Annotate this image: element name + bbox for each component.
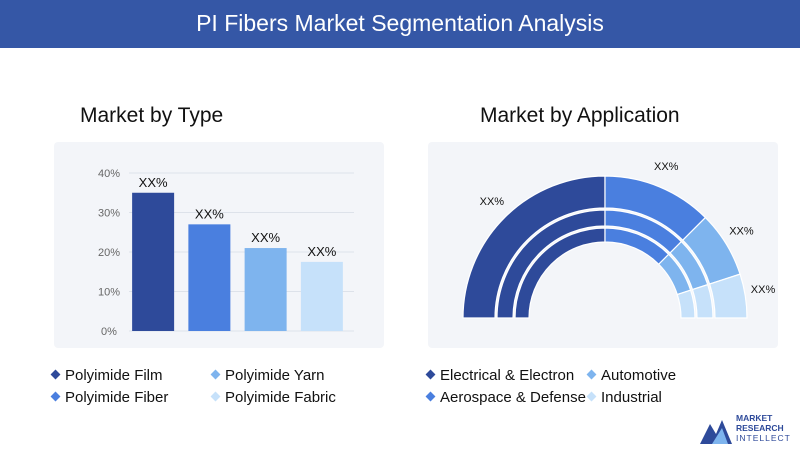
bar [300, 261, 343, 331]
legend-label: Polyimide Yarn [225, 367, 325, 384]
y-tick-label: 0% [101, 326, 117, 338]
logo-mark-icon: MARKET RESEARCH INTELLECT [700, 413, 791, 444]
segment-data-label: XX% [751, 284, 776, 296]
segment-data-label: XX% [480, 196, 505, 208]
legend-item-type-1: Polyimide Yarn [210, 367, 325, 384]
legend-marker [586, 391, 597, 402]
y-tick-label: 30% [98, 208, 120, 220]
legend-label: Polyimide Fiber [65, 389, 169, 406]
half-donut-chart: XX% XX% XX% XX% [462, 161, 776, 319]
bar-chart: 0% 10% 20% 30% 40% XX% XX% XX% XX% [98, 168, 354, 338]
legend-item-app-2: Aerospace & Defense [425, 389, 586, 406]
legend-label: Electrical & Electron [440, 367, 575, 384]
bar-data-label: XX% [307, 244, 336, 259]
legend-marker [50, 369, 61, 380]
donut-segment [691, 283, 714, 319]
bar-data-label: XX% [251, 230, 280, 245]
application-chart-title: Market by Application [480, 104, 680, 127]
logo-text-1: MARKET [736, 413, 773, 423]
legend-marker [210, 391, 221, 402]
page-title: PI Fibers Market Segmentation Analysis [196, 10, 604, 36]
y-tick-label: 10% [98, 287, 120, 299]
y-tick-label: 40% [98, 168, 120, 180]
legend-marker [210, 369, 221, 380]
legend-marker [425, 391, 436, 402]
legend-label: Polyimide Fabric [225, 389, 336, 406]
legend-label: Aerospace & Defense [440, 389, 586, 406]
legend-marker [50, 391, 61, 402]
logo-text-3: INTELLECT [736, 433, 791, 443]
legend-item-type-0: Polyimide Film [50, 367, 163, 384]
logo-text-2: RESEARCH [736, 423, 784, 433]
donut-segment [708, 273, 748, 319]
legend-item-type-2: Polyimide Fiber [50, 389, 169, 406]
legend-item-app-0: Electrical & Electron [425, 367, 575, 384]
legend-label: Industrial [601, 389, 662, 406]
bar-data-label: XX% [195, 206, 224, 221]
bar [244, 248, 287, 331]
legend-label: Automotive [601, 367, 677, 384]
segment-data-label: XX% [654, 161, 679, 173]
bar [132, 192, 175, 331]
company-logo: MARKET RESEARCH INTELLECT [698, 410, 798, 446]
application-chart-panel: XX% XX% XX% XX% [428, 142, 778, 348]
type-chart-title: Market by Type [80, 104, 224, 127]
donut-segment [676, 289, 696, 319]
legend-item-app-3: Industrial [586, 389, 662, 406]
legend-item-app-1: Automotive [586, 367, 677, 384]
bar [188, 224, 231, 331]
type-chart-panel: 0% 10% 20% 30% 40% XX% XX% XX% XX% [54, 142, 384, 348]
legend-item-type-3: Polyimide Fabric [210, 389, 336, 406]
legend-marker [425, 369, 436, 380]
legend-marker [586, 369, 597, 380]
bar-data-label: XX% [139, 175, 168, 190]
legend-label: Polyimide Film [65, 367, 163, 384]
y-tick-label: 20% [98, 247, 120, 259]
header-bar: PI Fibers Market Segmentation Analysis [0, 0, 800, 48]
segment-data-label: XX% [729, 225, 754, 237]
